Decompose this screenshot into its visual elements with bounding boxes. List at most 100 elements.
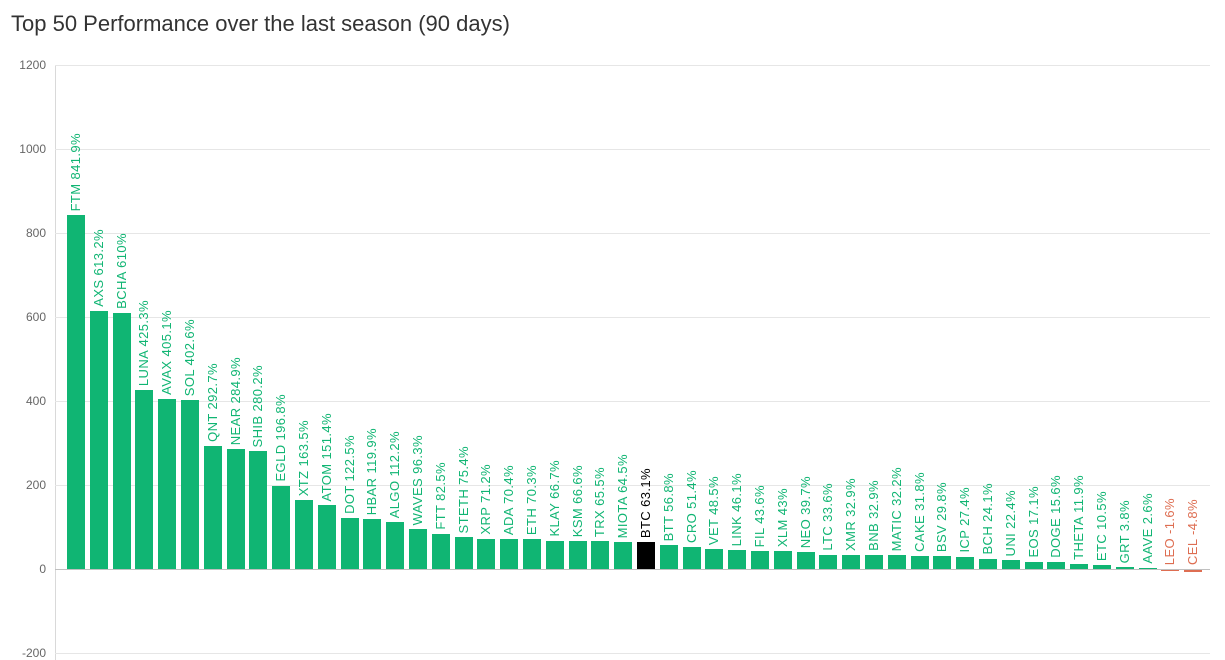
bar-label-icp: ICP 27.4%	[957, 487, 972, 553]
bar-label-bnb: BNB 32.9%	[866, 480, 881, 551]
bar-sol	[181, 400, 199, 569]
bar-egld	[272, 486, 290, 569]
bar-near	[227, 449, 245, 569]
gridline	[55, 485, 1210, 486]
bar-doge	[1047, 562, 1065, 569]
bar-ksm	[569, 541, 587, 569]
bar-label-egld: EGLD 196.8%	[273, 394, 288, 482]
gridline	[55, 233, 1210, 234]
bar-fil	[751, 551, 769, 569]
bar-trx	[591, 541, 609, 569]
bar-label-matic: MATIC 32.2%	[889, 466, 904, 551]
bar-cro	[683, 547, 701, 569]
bar-cake	[911, 556, 929, 569]
bar-bch	[979, 559, 997, 569]
bar-atom	[318, 505, 336, 569]
bar-label-btt: BTT 56.8%	[661, 472, 676, 541]
bar-xlm	[774, 551, 792, 569]
bar-label-bcha: BCHA 610%	[114, 233, 129, 309]
bar-xrp	[477, 539, 495, 569]
bar-label-ftt: FTT 82.5%	[433, 462, 448, 530]
bar-btt	[660, 545, 678, 569]
bar-label-grt: GRT 3.8%	[1117, 499, 1132, 563]
bar-matic	[888, 555, 906, 569]
gridline	[55, 149, 1210, 150]
bar-label-near: NEAR 284.9%	[228, 356, 243, 445]
bar-label-uni: UNI 22.4%	[1003, 489, 1018, 556]
bar-label-btc: BTC 63.1%	[638, 467, 653, 538]
bar-luna	[135, 390, 153, 569]
bar-label-xmr: XMR 32.9%	[843, 478, 858, 551]
bar-label-dot: DOT 122.5%	[342, 435, 357, 514]
bar-label-algo: ALGO 112.2%	[387, 430, 402, 518]
y-tick-label: 400	[25, 394, 46, 408]
bar-label-avax: AVAX 405.1%	[159, 310, 174, 395]
gridline	[55, 65, 1210, 66]
bar-label-miota: MIOTA 64.5%	[615, 453, 630, 538]
bar-label-klay: KLAY 66.7%	[547, 460, 562, 537]
bar-hbar	[363, 519, 381, 569]
bar-grt	[1116, 567, 1134, 569]
bar-link	[728, 550, 746, 569]
bar-label-doge: DOGE 15.6%	[1048, 475, 1063, 558]
bar-avax	[158, 399, 176, 569]
bar-label-xlm: XLM 43%	[775, 487, 790, 547]
bar-label-bch: BCH 24.1%	[980, 483, 995, 555]
bar-label-ksm: KSM 66.6%	[570, 464, 585, 537]
x-axis-zero-line	[55, 569, 1210, 570]
gridline	[55, 653, 1210, 654]
bar-label-luna: LUNA 425.3%	[136, 299, 151, 386]
bar-theta	[1070, 564, 1088, 569]
bar-aave	[1139, 568, 1157, 569]
bar-label-cel: CEL -4.8%	[1185, 499, 1200, 565]
bar-label-theta: THETA 11.9%	[1071, 475, 1086, 560]
bar-bnb	[865, 555, 883, 569]
y-tick-label: 200	[25, 478, 46, 492]
bar-label-ltc: LTC 33.6%	[820, 483, 835, 551]
bar-uni	[1002, 560, 1020, 569]
bar-label-eos: EOS 17.1%	[1026, 486, 1041, 558]
bar-leo	[1161, 570, 1179, 571]
bar-label-steth: STETH 75.4%	[456, 445, 471, 534]
bar-label-bsv: BSV 29.8%	[934, 481, 949, 552]
y-tick-label: 600	[25, 310, 46, 324]
bar-label-ada: ADA 70.4%	[501, 464, 516, 535]
bar-label-shib: SHIB 280.2%	[250, 364, 265, 447]
bar-label-leo: LEO -1.6%	[1162, 497, 1177, 565]
bar-label-axs: AXS 613.2%	[91, 229, 106, 307]
bar-etc	[1093, 565, 1111, 569]
bar-ftt	[432, 534, 450, 569]
bar-label-xtz: XTZ 163.5%	[296, 419, 311, 496]
bar-shib	[249, 451, 267, 569]
bar-label-qnt: QNT 292.7%	[205, 363, 220, 442]
bar-eos	[1025, 562, 1043, 569]
bar-label-hbar: HBAR 119.9%	[364, 427, 379, 515]
plot-area: FTM 841.9% AXS 613.2% BCHA 610% LUNA 425.3%…	[55, 65, 1210, 660]
bar-cel	[1184, 570, 1202, 572]
bar-btc	[637, 542, 655, 569]
bar-ltc	[819, 555, 837, 569]
bar-eth	[523, 539, 541, 569]
bar-label-cake: CAKE 31.8%	[912, 472, 927, 552]
bar-bcha	[113, 313, 131, 569]
bar-waves	[409, 529, 427, 569]
bar-label-xrp: XRP 71.2%	[478, 464, 493, 535]
chart-title: Top 50 Performance over the last season …	[11, 11, 510, 36]
bar-qnt	[204, 446, 222, 569]
bar-klay	[546, 541, 564, 569]
y-tick-label: 800	[25, 226, 46, 240]
bar-xmr	[842, 555, 860, 569]
bar-label-atom: ATOM 151.4%	[319, 412, 334, 501]
bar-ada	[500, 539, 518, 569]
bar-icp	[956, 557, 974, 569]
y-tick-label: -200	[21, 646, 46, 660]
bar-steth	[455, 537, 473, 569]
bar-axs	[90, 311, 108, 569]
y-tick-label: 1000	[19, 142, 46, 156]
bar-miota	[614, 542, 632, 569]
bar-label-link: LINK 46.1%	[729, 472, 744, 546]
bar-label-cro: CRO 51.4%	[684, 470, 699, 543]
bar-algo	[386, 522, 404, 569]
bar-label-etc: ETC 10.5%	[1094, 490, 1109, 561]
